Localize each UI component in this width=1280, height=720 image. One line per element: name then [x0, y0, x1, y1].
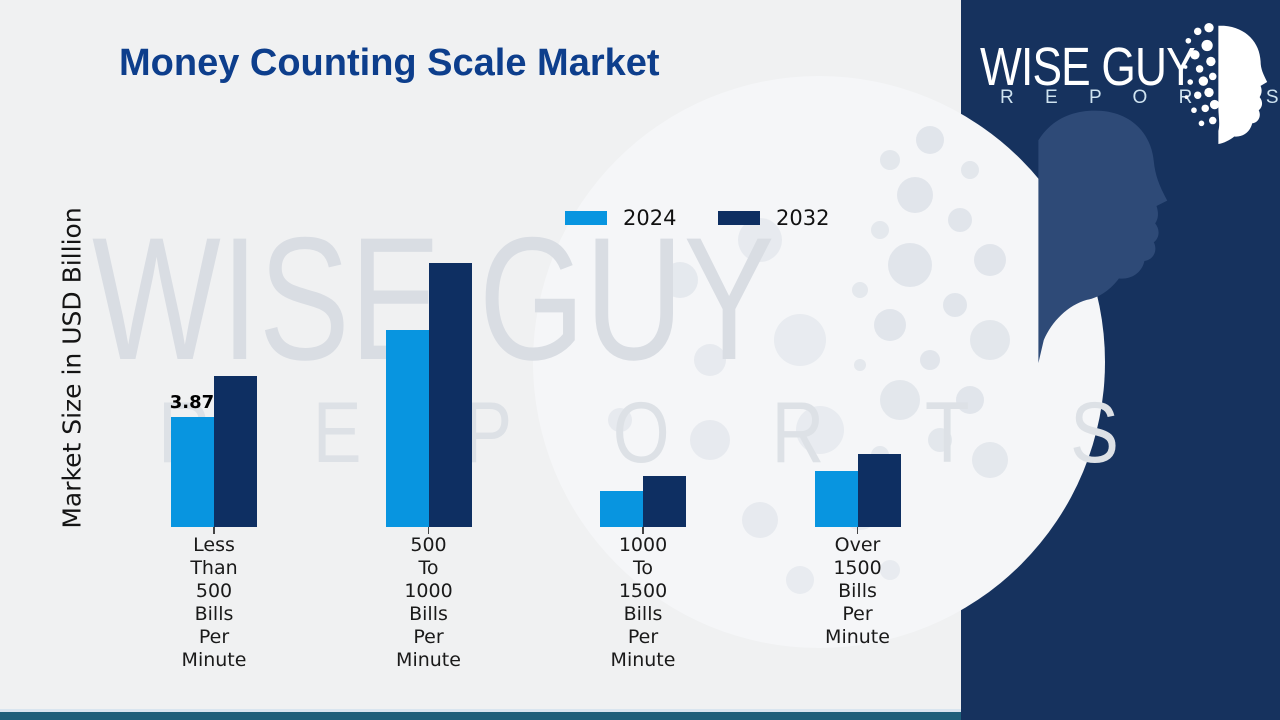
- x-category-label-group4: Over 1500 Bills Per Minute: [825, 534, 890, 648]
- x-tick-group1: [213, 527, 215, 534]
- page-title: Money Counting Scale Market: [119, 42, 660, 84]
- bar-2024-group3: [600, 490, 643, 527]
- legend-swatch-2024: [565, 211, 607, 225]
- logo-wordmark: WISE GUY: [980, 37, 1196, 97]
- x-tick-group4: [856, 527, 859, 534]
- x-tick-group2: [427, 527, 430, 534]
- bar-2024-group2: [385, 330, 429, 527]
- bar-2032-group3: [643, 476, 686, 527]
- x-category-label-group1: Less Than 500 Bills Per Minute: [181, 534, 247, 671]
- x-tick-group3: [642, 527, 644, 534]
- x-category-label-group3: 1000 To 1500 Bills Per Minute: [610, 534, 676, 671]
- legend-swatch-2032: [718, 211, 760, 225]
- bottom-light-line: [0, 709, 961, 712]
- bar-2032-group4: [857, 454, 901, 527]
- x-category-label-group2: 500 To 1000 Bills Per Minute: [396, 534, 461, 671]
- legend-item-2032: 2032: [718, 206, 829, 230]
- bar-2032-group1: [214, 376, 257, 527]
- watermark-reports: R E P O R T S: [158, 385, 1160, 481]
- watermark-dots-pattern: [608, 126, 1010, 594]
- face-silhouette: [1038, 110, 1168, 363]
- legend-label-2024: 2024: [623, 206, 677, 230]
- bar-2024-group4: [814, 471, 858, 527]
- logo-face-icon: [1183, 22, 1268, 144]
- bar-value-label: 3.87: [169, 392, 215, 414]
- legend-label-2032: 2032: [776, 206, 830, 230]
- watermark-circle: [533, 76, 1105, 648]
- legend-item-2024: 2024: [565, 206, 676, 230]
- face-silhouette-path: [1038, 110, 1168, 363]
- bottom-accent-strip: [0, 712, 961, 720]
- bar-2032-group2: [428, 263, 472, 527]
- bar-2024-group1: [171, 417, 214, 527]
